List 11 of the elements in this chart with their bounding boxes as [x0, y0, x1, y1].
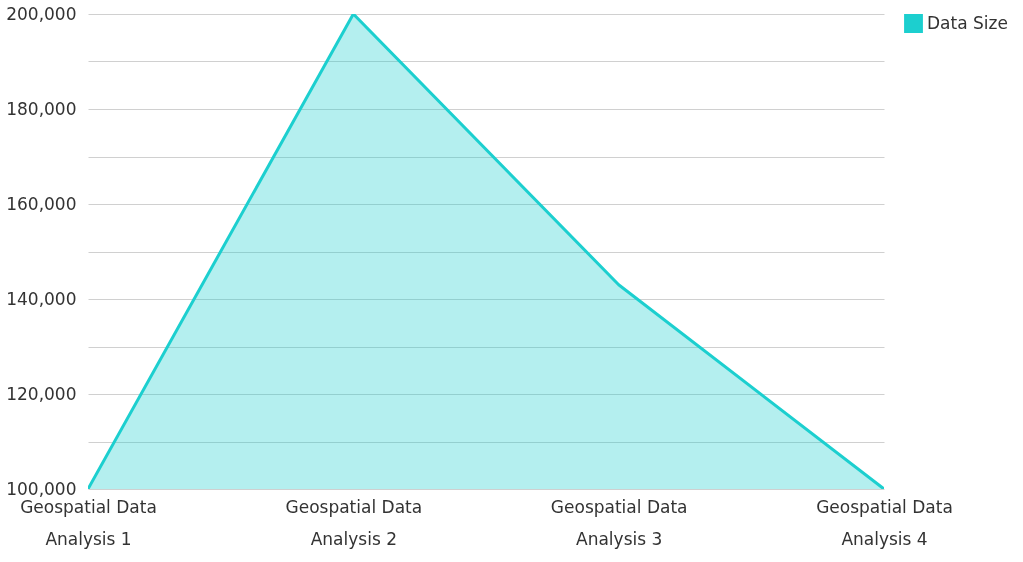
y-tick-label: 160,000 [6, 193, 77, 214]
y-tick-label: 140,000 [6, 288, 77, 309]
x-tick-label: Geospatial Data Analysis 2 [285, 496, 423, 549]
x-tick-label: Geospatial Data Analysis 3 [550, 496, 688, 549]
x-tick-label: Geospatial Data Analysis 1 [20, 496, 157, 549]
y-tick-label: 120,000 [6, 383, 77, 404]
y-tick-label: 200,000 [6, 3, 77, 24]
y-tick-label: 100,000 [6, 478, 77, 499]
y-tick-label: 180,000 [6, 98, 77, 119]
x-tick-label: Geospatial Data Analysis 4 [816, 496, 953, 549]
legend-label: Data Size [927, 12, 1008, 33]
